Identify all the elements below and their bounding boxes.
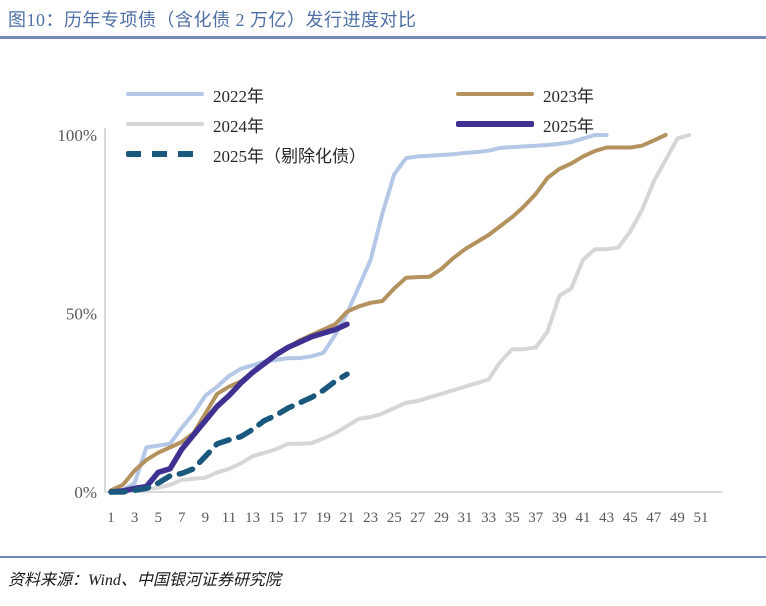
line-swatch-2025: [456, 121, 534, 127]
x-tick-label: 41: [576, 510, 591, 526]
series-line-2022年: [109, 133, 609, 494]
series-line-2023年: [109, 133, 668, 493]
series-line-2025年（剔除化债）: [108, 371, 350, 495]
legend-item-2025-ex-swap: 2025年（剔除化债）: [126, 140, 594, 168]
x-tick-label: 31: [458, 510, 473, 526]
series-line-2025年: [108, 321, 350, 495]
legend-item-2025: 2025年: [456, 110, 594, 138]
x-tick-label: 45: [623, 510, 638, 526]
issuance-progress-chart: 0% 50% 100% 1 3 5 7 9 11 13 15 17 19 21 23 25 27 29 31 33 35…: [0, 40, 766, 555]
line-swatch-2024: [126, 122, 204, 126]
y-tick-label: 100%: [57, 126, 97, 145]
line-chart-canvas: 0%50%100%1 3 5 7 9 11 13 15 17 19 21 23 25 27 29 31 33 35…: [57, 126, 722, 526]
line-swatch-2022: [126, 92, 204, 96]
x-tick-label: 29: [434, 510, 449, 526]
legend-item-2022: 2022年: [126, 80, 456, 108]
x-tick-label: 3: [131, 510, 139, 526]
chart-legend: 2022年 2023年 2024年 2025年 2025年（剔除化债）: [126, 80, 594, 168]
x-tick-label: 5: [154, 510, 162, 526]
x-tick-label: 21: [340, 510, 355, 526]
x-tick-label: 9: [202, 510, 210, 526]
x-tick-label: 11: [222, 510, 236, 526]
x-tick-label: 27: [410, 510, 426, 526]
x-tick-label: 39: [552, 510, 567, 526]
figure-title: 图10：历年专项债（含化债 2 万亿）发行进度对比: [8, 10, 417, 30]
legend-label: 2025年: [543, 116, 594, 136]
x-tick-label: 43: [599, 510, 614, 526]
line-swatch-2023: [456, 92, 534, 96]
x-tick-label: 17: [292, 510, 308, 526]
legend-item-2023: 2023年: [456, 80, 594, 108]
x-tick-label: 35: [505, 510, 520, 526]
title-divider: [0, 36, 766, 39]
legend-label: 2025年（剔除化债）: [213, 146, 366, 166]
legend-item-2024: 2024年: [126, 110, 456, 138]
x-tick-label: 15: [269, 510, 284, 526]
x-tick-label: 13: [245, 510, 260, 526]
series-line-2024年: [109, 133, 692, 494]
legend-label: 2022年: [213, 86, 264, 106]
x-tick-label: 37: [528, 510, 544, 526]
x-tick-label: 19: [316, 510, 331, 526]
dashed-line-swatch-2025-ex-swap: [126, 151, 204, 157]
y-tick-label: 0%: [74, 483, 97, 502]
legend-label: 2024年: [213, 116, 264, 136]
x-tick-label: 49: [670, 510, 685, 526]
x-tick-label: 23: [363, 510, 378, 526]
x-tick-label: 7: [178, 510, 186, 526]
x-tick-label: 51: [694, 510, 709, 526]
source-note: 资料来源：Wind、中国银河证券研究院: [8, 572, 281, 589]
x-tick-label: 47: [646, 510, 662, 526]
y-tick-label: 50%: [66, 305, 97, 324]
x-tick-label: 1: [107, 510, 115, 526]
footer-divider: [0, 556, 766, 558]
x-tick-label: 33: [481, 510, 496, 526]
legend-label: 2023年: [543, 86, 594, 106]
x-tick-label: 25: [387, 510, 402, 526]
